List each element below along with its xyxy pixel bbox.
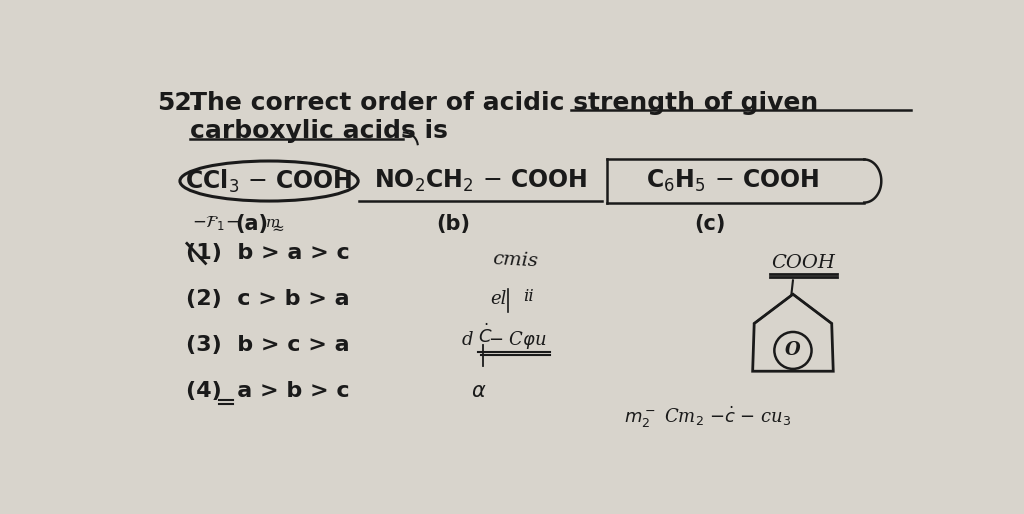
Text: carboxylic acids is: carboxylic acids is	[190, 119, 447, 143]
Text: COOH: COOH	[771, 254, 836, 272]
Text: $\dot{C}$: $\dot{C}$	[478, 323, 493, 346]
Text: (b): (b)	[436, 214, 470, 234]
Text: (a): (a)	[234, 214, 268, 234]
Text: The correct order of acidic strength of given: The correct order of acidic strength of …	[190, 91, 818, 115]
Text: (1)  b > a > c: (1) b > a > c	[186, 243, 350, 263]
Text: $\alpha$: $\alpha$	[471, 382, 486, 401]
Text: $-$ C$\varphi$u: $-$ C$\varphi$u	[488, 329, 547, 352]
Text: $m_2^-$ Cm$_2$ $-\dot{c}$ $-$ cu$_3$: $m_2^-$ Cm$_2$ $-\dot{c}$ $-$ cu$_3$	[624, 405, 792, 430]
Text: (c): (c)	[693, 214, 725, 234]
Text: 52.: 52.	[158, 91, 202, 115]
Text: (4)  a > b > c: (4) a > b > c	[186, 381, 350, 401]
Text: O: O	[785, 341, 801, 359]
Text: (2)  c > b > a: (2) c > b > a	[186, 289, 350, 309]
Text: d: d	[461, 332, 473, 350]
Text: (3)  b > c > a: (3) b > c > a	[186, 335, 350, 355]
Text: el: el	[490, 290, 507, 308]
Text: m: m	[266, 216, 281, 230]
Text: $-\mathcal{F}_1\!-$: $-\mathcal{F}_1\!-$	[191, 214, 239, 232]
Text: CCl$_3$ $-$ COOH: CCl$_3$ $-$ COOH	[185, 168, 353, 195]
Text: ii: ii	[523, 288, 534, 305]
Text: cmis: cmis	[493, 250, 539, 270]
Text: ≈: ≈	[271, 222, 284, 236]
Text: C$_6$H$_5$ $-$ COOH: C$_6$H$_5$ $-$ COOH	[646, 168, 819, 194]
Text: NO$_2$CH$_2$ $-$ COOH: NO$_2$CH$_2$ $-$ COOH	[374, 168, 587, 194]
